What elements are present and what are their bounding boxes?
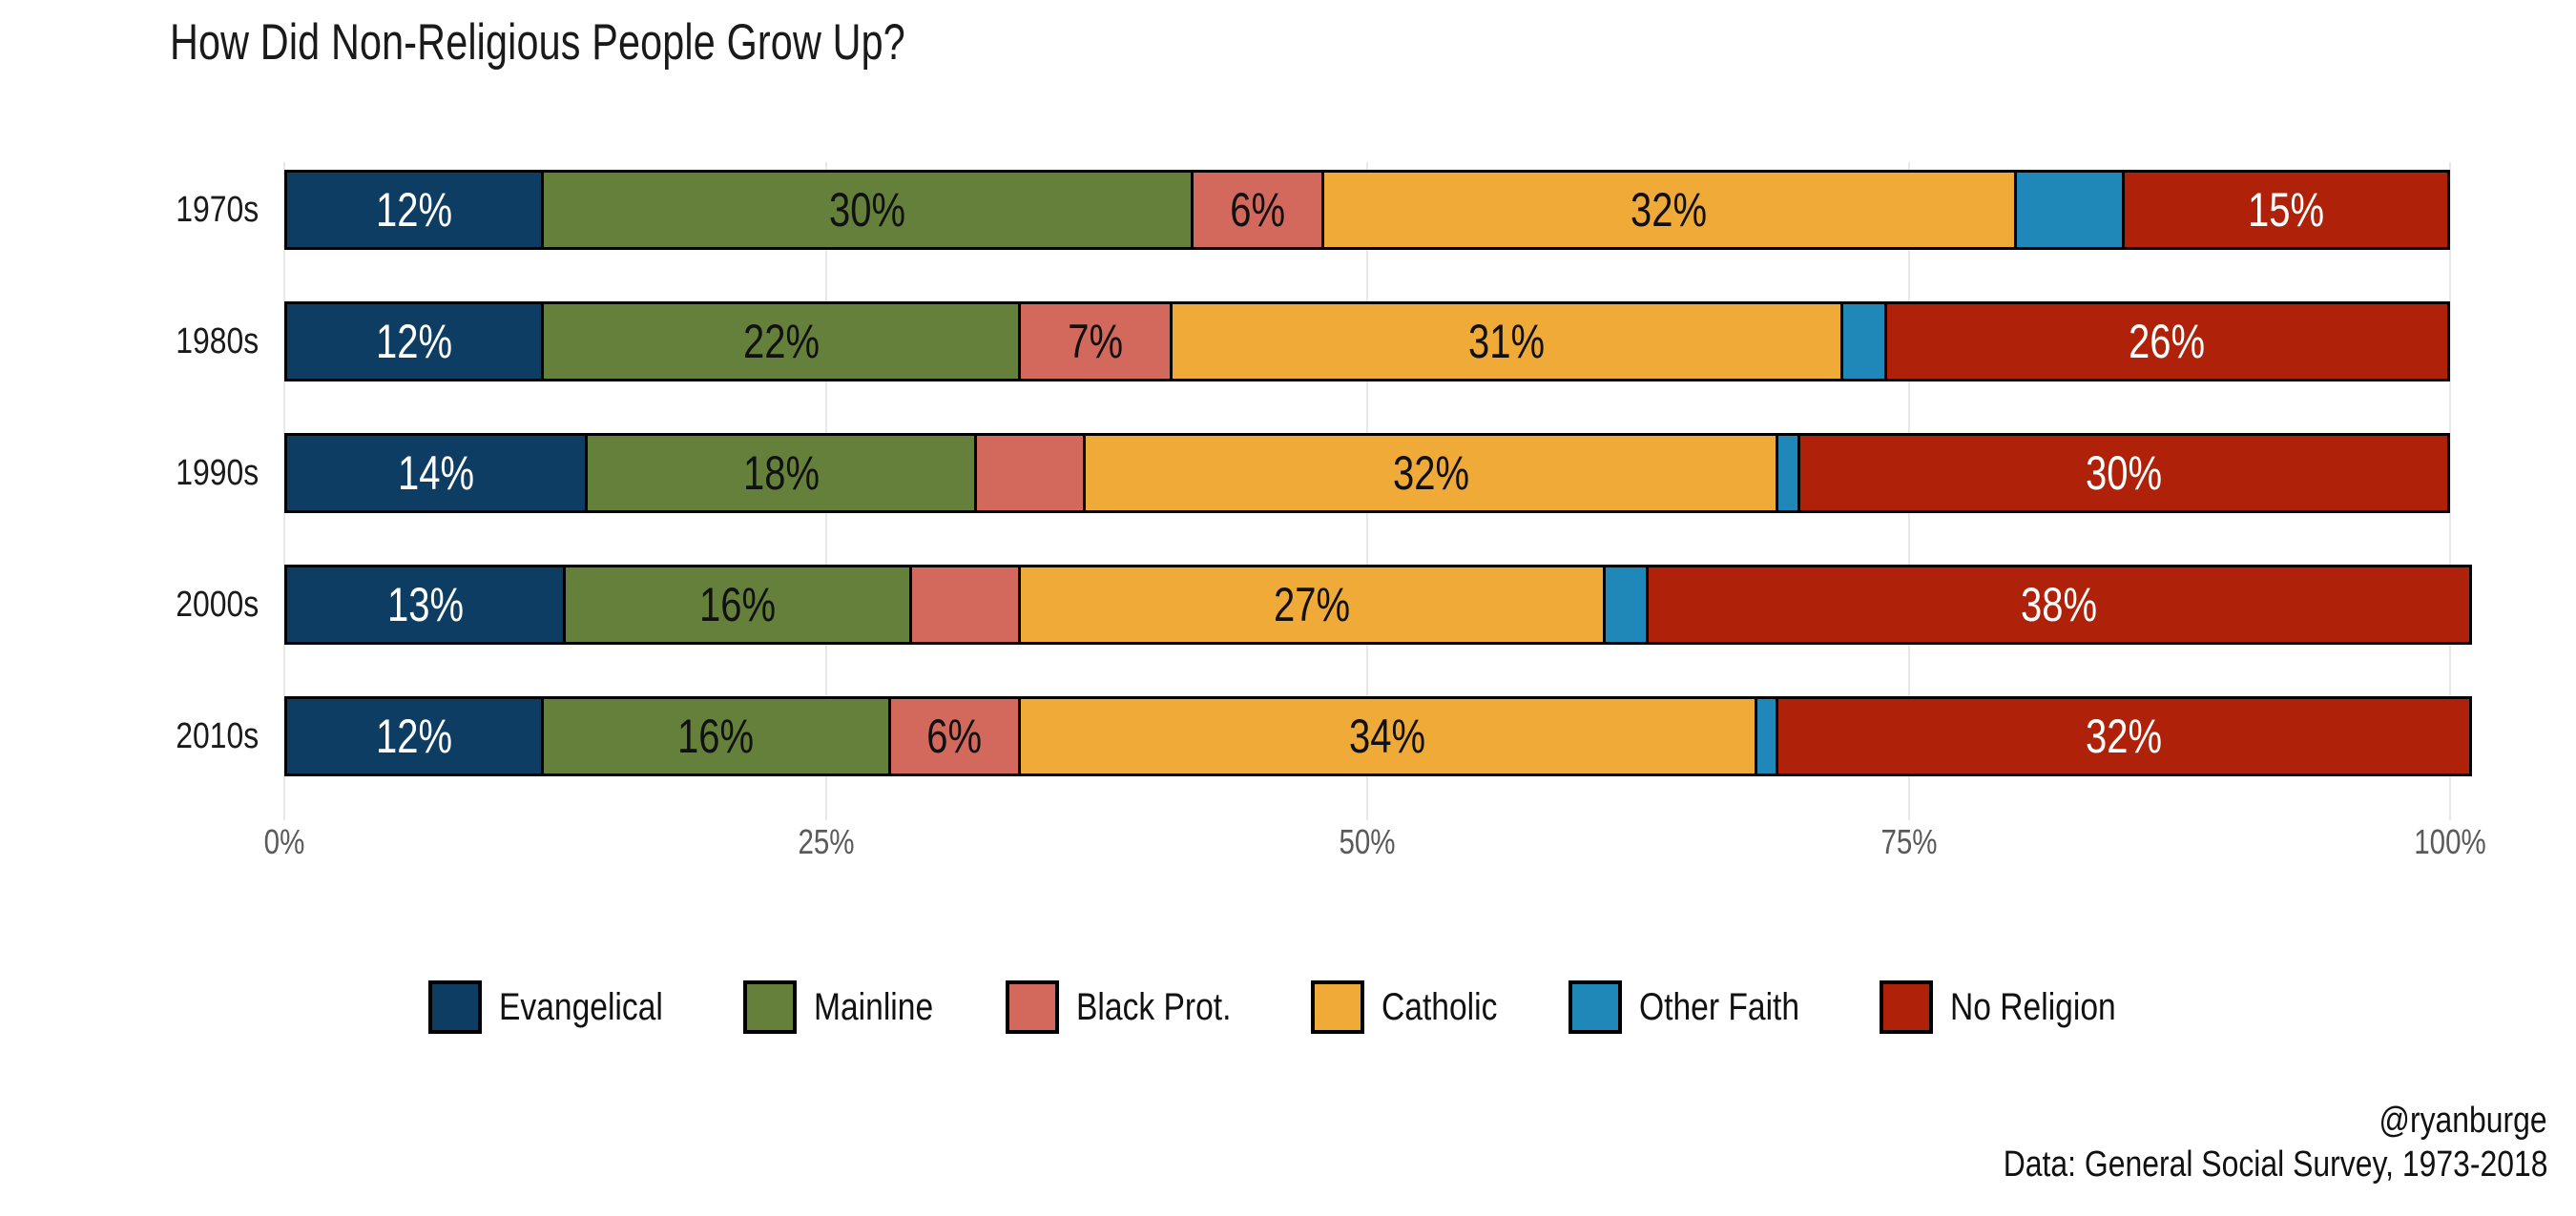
- bar-segment-value-label: 6%: [1230, 183, 1285, 237]
- bar-segment[interactable]: 12%: [284, 301, 545, 381]
- bar-segment-value-label: 32%: [2085, 710, 2162, 763]
- y-axis-tick-label: 2010s: [176, 716, 260, 756]
- legend-swatch-icon: [1310, 980, 1364, 1034]
- bar-segment-value-label: 16%: [699, 578, 777, 631]
- bar-segment-value-label: 27%: [1273, 578, 1350, 631]
- x-axis-tick-label: 50%: [1339, 822, 1396, 861]
- legend-label: Other Faith: [1639, 985, 1800, 1028]
- bar-segment[interactable]: 38%: [1646, 565, 2472, 645]
- bar-segment-value-label: 34%: [1349, 710, 1426, 763]
- gridline: [2449, 162, 2451, 820]
- chart-plot-area: 1970s 12% 30% 6% 32% 15% 1980s 12% 22% 7% 31% 26% 19…: [0, 162, 2576, 820]
- bar-segment[interactable]: 26%: [1883, 301, 2450, 381]
- bar-row: 2000s 13% 16% 27% 38%: [0, 557, 2576, 652]
- bar-segment[interactable]: 6%: [887, 696, 1021, 776]
- x-axis: 0% 25% 50% 75% 100%: [0, 822, 2576, 879]
- bar-segment-value-label: 12%: [376, 183, 453, 237]
- bar-track: 12% 30% 6% 32% 15%: [284, 170, 2450, 250]
- bar-segment[interactable]: 32%: [1320, 170, 2017, 250]
- bar-segment[interactable]: 16%: [541, 696, 891, 776]
- bar-segment-value-label: 15%: [2248, 183, 2325, 237]
- bar-track: 13% 16% 27% 38%: [284, 565, 2472, 645]
- bar-segment[interactable]: 12%: [284, 696, 545, 776]
- bar-segment[interactable]: 31%: [1169, 301, 1844, 381]
- bar-segment[interactable]: [1602, 565, 1650, 645]
- bar-segment[interactable]: 13%: [284, 565, 567, 645]
- y-axis-tick-label: 1980s: [176, 321, 260, 361]
- x-axis-tick-label: 75%: [1880, 822, 1938, 861]
- bar-row: 1990s 14% 18% 32% 30%: [0, 425, 2576, 521]
- bar-segment-value-label: 7%: [1067, 315, 1123, 368]
- bar-segment-value-label: 30%: [2085, 446, 2162, 500]
- bar-segment-value-label: 32%: [1392, 446, 1469, 500]
- bar-segment-value-label: 30%: [829, 183, 906, 237]
- bar-segment-value-label: 18%: [742, 446, 820, 500]
- bar-segment[interactable]: [974, 433, 1086, 513]
- footer-handle: @ryanburge: [2379, 1101, 2547, 1141]
- bar-row: 2010s 12% 16% 6% 34% 32%: [0, 689, 2576, 784]
- bar-row: 1970s 12% 30% 6% 32% 15%: [0, 162, 2576, 258]
- bar-segment[interactable]: [909, 565, 1021, 645]
- bar-segment[interactable]: [1754, 696, 1779, 776]
- bar-segment-value-label: 31%: [1467, 315, 1546, 368]
- bar-segment-value-label: 16%: [677, 710, 755, 763]
- bar-segment[interactable]: 6%: [1191, 170, 1324, 250]
- bar-segment[interactable]: 7%: [1017, 301, 1173, 381]
- bar-segment[interactable]: [1840, 301, 1887, 381]
- page-title: How Did Non-Religious People Grow Up?: [170, 14, 905, 71]
- legend-label: Black Prot.: [1076, 985, 1232, 1028]
- bar-segment[interactable]: [2013, 170, 2126, 250]
- bar-segment[interactable]: 14%: [284, 433, 588, 513]
- bar-segment[interactable]: 30%: [1797, 433, 2450, 513]
- bar-segment-value-label: 14%: [397, 446, 474, 500]
- legend-item[interactable]: No Religion: [1880, 980, 2148, 1034]
- legend-label: Evangelical: [498, 985, 663, 1028]
- bar-segment[interactable]: 32%: [1776, 696, 2472, 776]
- bar-segment-value-label: 32%: [1631, 183, 1708, 237]
- legend-item[interactable]: Other Faith: [1568, 980, 1830, 1034]
- legend-label: Mainline: [814, 985, 934, 1028]
- bar-segment[interactable]: 15%: [2122, 170, 2450, 250]
- bar-segment[interactable]: 34%: [1017, 696, 1757, 776]
- bar-segment-value-label: 12%: [376, 710, 453, 763]
- bar-segment-value-label: 38%: [2020, 578, 2097, 631]
- bar-segment-value-label: 13%: [386, 578, 464, 631]
- legend-label: No Religion: [1950, 985, 2117, 1028]
- bar-segment[interactable]: 16%: [563, 565, 913, 645]
- bar-segment[interactable]: 22%: [541, 301, 1021, 381]
- bar-row: 1980s 12% 22% 7% 31% 26%: [0, 294, 2576, 389]
- x-axis-tick-label: 0%: [263, 822, 305, 861]
- legend-swatch-icon: [1568, 980, 1623, 1034]
- bar-segment[interactable]: 30%: [541, 170, 1195, 250]
- legend-item[interactable]: Black Prot.: [1006, 980, 1260, 1034]
- bar-track: 14% 18% 32% 30%: [284, 433, 2450, 513]
- footer-source: Data: General Social Survey, 1973-2018: [2003, 1144, 2547, 1185]
- bar-segment-value-label: 6%: [926, 710, 983, 763]
- legend-label: Catholic: [1381, 985, 1498, 1028]
- bar-segment[interactable]: 12%: [284, 170, 545, 250]
- x-axis-tick-label: 100%: [2414, 822, 2486, 861]
- chart-footer: @ryanburge Data: General Social Survey, …: [1900, 1099, 2547, 1187]
- bar-segment-value-label: 12%: [376, 315, 453, 368]
- bar-track: 12% 22% 7% 31% 26%: [284, 301, 2450, 381]
- bar-segment[interactable]: 18%: [584, 433, 978, 513]
- y-axis-tick-label: 2000s: [176, 585, 260, 625]
- legend-swatch-icon: [1880, 980, 1934, 1034]
- legend-swatch-icon: [1006, 980, 1060, 1034]
- y-axis-tick-label: 1970s: [176, 190, 260, 230]
- x-axis-tick-label: 25%: [797, 822, 855, 861]
- bar-segment-value-label: 26%: [2129, 315, 2206, 368]
- legend-item[interactable]: Mainline: [743, 980, 956, 1034]
- bar-segment[interactable]: 32%: [1082, 433, 1779, 513]
- bar-segment-value-label: 22%: [742, 315, 820, 368]
- legend-swatch-icon: [743, 980, 798, 1034]
- bar-segment[interactable]: 27%: [1017, 565, 1606, 645]
- bar-track: 12% 16% 6% 34% 32%: [284, 696, 2472, 776]
- legend-swatch-icon: [427, 980, 482, 1034]
- chart-legend: Evangelical Mainline Black Prot. Catholic Ot…: [0, 980, 2576, 1034]
- legend-item[interactable]: Catholic: [1310, 980, 1520, 1034]
- y-axis-tick-label: 1990s: [176, 453, 260, 493]
- legend-item[interactable]: Evangelical: [427, 980, 695, 1034]
